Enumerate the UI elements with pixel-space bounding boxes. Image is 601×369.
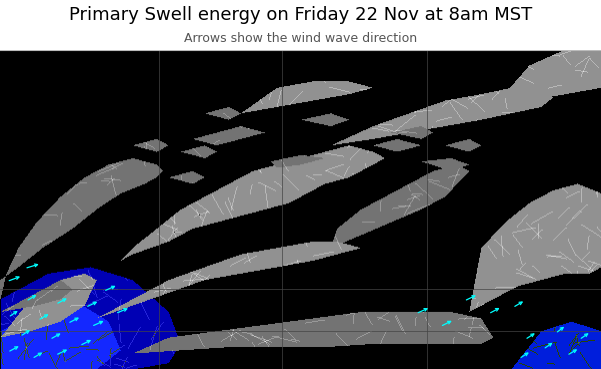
Text: Primary Swell energy on Friday 22 Nov at 8am MST: Primary Swell energy on Friday 22 Nov at… [69, 6, 532, 24]
Text: Arrows show the wind wave direction: Arrows show the wind wave direction [184, 32, 417, 45]
